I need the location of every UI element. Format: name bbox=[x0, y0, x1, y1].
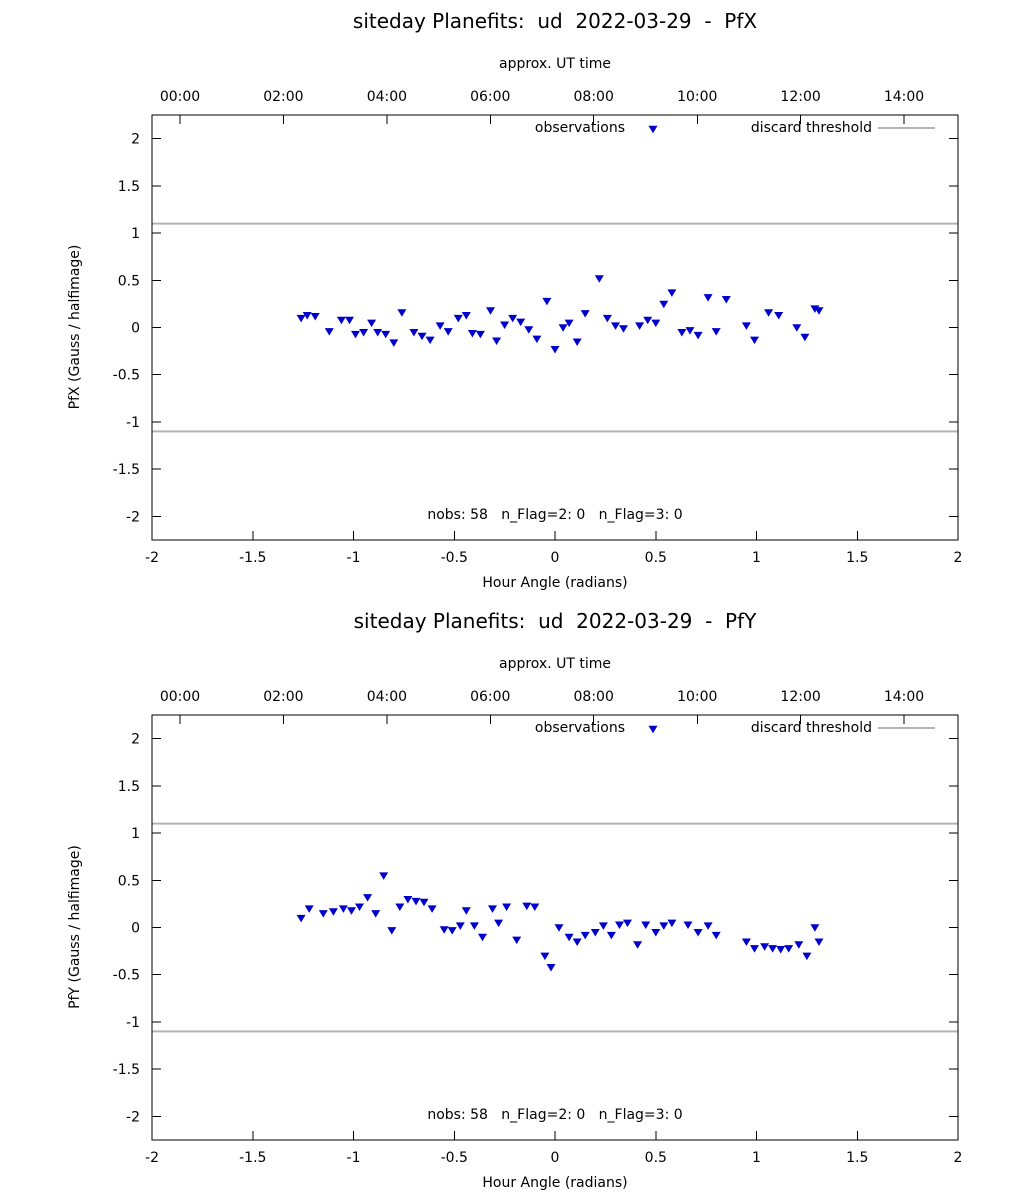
svg-text:1.5: 1.5 bbox=[846, 550, 868, 566]
svg-text:1.5: 1.5 bbox=[846, 1150, 868, 1166]
top-axis-label-pfy: approx. UT time bbox=[499, 656, 611, 672]
chart-title-pfy: siteday Planefits: ud 2022-03-29 - PfY bbox=[353, 609, 757, 633]
svg-text:04:00: 04:00 bbox=[367, 89, 407, 105]
svg-text:-0.5: -0.5 bbox=[113, 368, 140, 384]
svg-text:14:00: 14:00 bbox=[884, 689, 924, 705]
legend-threshold-label-pfy: discard threshold bbox=[750, 720, 872, 736]
svg-text:12:00: 12:00 bbox=[780, 89, 820, 105]
svg-text:-1: -1 bbox=[126, 1015, 140, 1031]
stats-text-pfy: nobs: 58 n_Flag=2: 0 n_Flag=3: 0 bbox=[427, 1107, 683, 1123]
svg-text:2: 2 bbox=[131, 732, 140, 748]
svg-text:02:00: 02:00 bbox=[263, 89, 303, 105]
legend-threshold-label-pfx: discard threshold bbox=[750, 120, 872, 136]
svg-text:-0.5: -0.5 bbox=[441, 1150, 468, 1166]
svg-text:0: 0 bbox=[551, 1150, 560, 1166]
y-axis-label-pfx: PfX (Gauss / halfimage) bbox=[67, 244, 83, 410]
svg-text:0: 0 bbox=[131, 921, 140, 937]
svg-text:06:00: 06:00 bbox=[470, 689, 510, 705]
pfx-plot-canvas: -2 -1.5 -1 -0.5 0 0.5 1 1.5 2 -2 -1.5 -1 -0.5 0 0.5 1 1.… bbox=[113, 89, 963, 566]
svg-text:08:00: 08:00 bbox=[574, 89, 614, 105]
svg-text:-2: -2 bbox=[145, 550, 159, 566]
svg-text:12:00: 12:00 bbox=[780, 689, 820, 705]
svg-text:0.5: 0.5 bbox=[118, 273, 140, 289]
svg-text:-0.5: -0.5 bbox=[441, 550, 468, 566]
svg-text:02:00: 02:00 bbox=[263, 689, 303, 705]
svg-text:-2: -2 bbox=[126, 509, 140, 525]
svg-text:08:00: 08:00 bbox=[574, 689, 614, 705]
legend-observations-label-pfy: observations bbox=[534, 720, 625, 736]
svg-text:-1: -1 bbox=[126, 415, 140, 431]
svg-text:-1.5: -1.5 bbox=[239, 550, 266, 566]
svg-text:-0.5: -0.5 bbox=[113, 968, 140, 984]
legend-observations-label-pfx: observations bbox=[534, 120, 625, 136]
svg-text:1: 1 bbox=[131, 826, 140, 842]
svg-text:-1.5: -1.5 bbox=[113, 462, 140, 478]
svg-text:-1: -1 bbox=[347, 550, 361, 566]
chart-title-pfx: siteday Planefits: ud 2022-03-29 - PfX bbox=[352, 9, 758, 33]
svg-text:-1.5: -1.5 bbox=[113, 1062, 140, 1078]
svg-text:1.5: 1.5 bbox=[118, 779, 140, 795]
svg-text:0: 0 bbox=[551, 550, 560, 566]
y-axis-label-pfy: PfY (Gauss / halfimage) bbox=[67, 845, 83, 1009]
svg-text:0.5: 0.5 bbox=[645, 1150, 667, 1166]
svg-text:2: 2 bbox=[131, 132, 140, 148]
svg-text:1: 1 bbox=[752, 1150, 761, 1166]
svg-text:10:00: 10:00 bbox=[677, 89, 717, 105]
svg-text:04:00: 04:00 bbox=[367, 689, 407, 705]
svg-text:14:00: 14:00 bbox=[884, 89, 924, 105]
svg-text:-1.5: -1.5 bbox=[239, 1150, 266, 1166]
svg-text:00:00: 00:00 bbox=[160, 89, 200, 105]
svg-text:-2: -2 bbox=[126, 1109, 140, 1125]
svg-text:0.5: 0.5 bbox=[118, 873, 140, 889]
svg-text:-1: -1 bbox=[347, 1150, 361, 1166]
svg-text:10:00: 10:00 bbox=[677, 689, 717, 705]
svg-text:0.5: 0.5 bbox=[645, 550, 667, 566]
svg-text:00:00: 00:00 bbox=[160, 689, 200, 705]
x-axis-label-pfx: Hour Angle (radians) bbox=[482, 575, 628, 591]
svg-text:2: 2 bbox=[954, 1150, 963, 1166]
x-axis-label-pfy: Hour Angle (radians) bbox=[482, 1175, 628, 1191]
svg-text:1.5: 1.5 bbox=[118, 179, 140, 195]
svg-text:06:00: 06:00 bbox=[470, 89, 510, 105]
svg-text:2: 2 bbox=[954, 550, 963, 566]
svg-text:0: 0 bbox=[131, 321, 140, 337]
pfy-plot-canvas: -2 -1.5 -1 -0.5 0 0.5 1 1.5 2 -2 -1.5 -1 -0.5 0 0.5 1 1.… bbox=[113, 689, 963, 1166]
chart-section-pfx: -2 -1.5 -1 -0.5 0 0.5 1 1.5 2 -2 -1.5 -1 -0.5 0 0.5 1 1.… bbox=[67, 9, 963, 591]
stats-text-pfx: nobs: 58 n_Flag=2: 0 n_Flag=3: 0 bbox=[427, 507, 683, 523]
svg-text:1: 1 bbox=[752, 550, 761, 566]
top-axis-label-pfx: approx. UT time bbox=[499, 56, 611, 72]
svg-text:-2: -2 bbox=[145, 1150, 159, 1166]
chart-section-pfy: -2 -1.5 -1 -0.5 0 0.5 1 1.5 2 -2 -1.5 -1 -0.5 0 0.5 1 1.… bbox=[0, 600, 1024, 1200]
svg-text:1: 1 bbox=[131, 226, 140, 242]
